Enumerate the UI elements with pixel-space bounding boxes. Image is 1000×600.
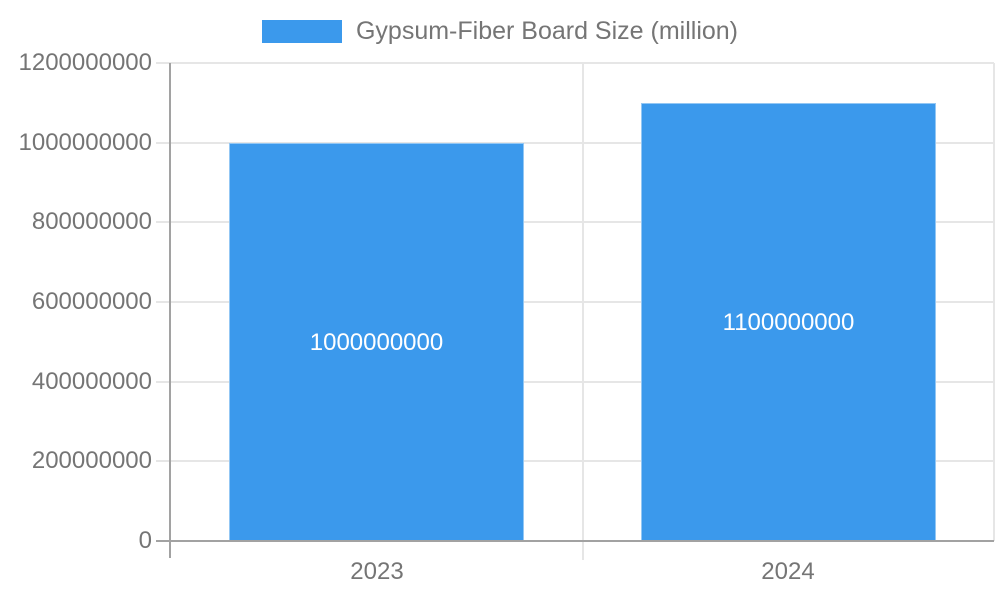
x-axis-line [171,540,994,542]
y-tick-mark [156,301,171,303]
y-axis-tick-label: 400000000 [31,368,152,395]
bar-value-label: 1000000000 [309,328,444,356]
y-tick-mark [156,381,171,383]
bar-value-label: 1100000000 [722,308,855,336]
y-axis-tick-label: 200000000 [31,447,152,474]
x-axis-tick-label: 2023 [350,558,404,585]
y-tick-mark [156,460,171,462]
y-tick-mark [156,540,171,542]
plot-right-border [993,63,995,541]
x-axis-tick-label: 2024 [761,558,815,585]
y-axis-line [169,63,171,558]
y-axis-tick-label: 0 [138,527,152,554]
legend-item[interactable]: Gypsum-Fiber Board Size (million) [0,16,1000,46]
y-tick-mark [156,221,171,223]
category-divider-line [582,63,584,560]
legend-label: Gypsum-Fiber Board Size (million) [355,17,739,45]
y-tick-mark [156,142,171,144]
y-axis-tick-label: 600000000 [31,288,152,315]
bar-2023[interactable]: 1000000000 [229,143,524,541]
y-tick-mark [156,62,171,64]
y-axis-tick-label: 800000000 [31,208,152,235]
bar-2024[interactable]: 1100000000 [641,103,936,541]
legend-swatch [261,19,342,43]
y-axis-tick-label: 1000000000 [18,129,152,156]
y-axis-tick-label: 1200000000 [18,49,152,76]
